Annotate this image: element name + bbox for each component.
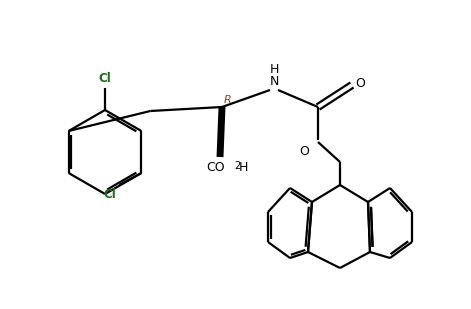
Text: N: N [269, 75, 279, 88]
Text: Cl: Cl [98, 72, 111, 85]
Text: O: O [299, 145, 309, 158]
Text: O: O [355, 77, 365, 90]
Text: Cl: Cl [104, 188, 116, 201]
Text: CO: CO [206, 161, 225, 174]
Text: R: R [224, 95, 232, 105]
Text: H: H [269, 63, 279, 76]
Text: 2: 2 [234, 161, 240, 171]
Text: H: H [239, 161, 248, 174]
